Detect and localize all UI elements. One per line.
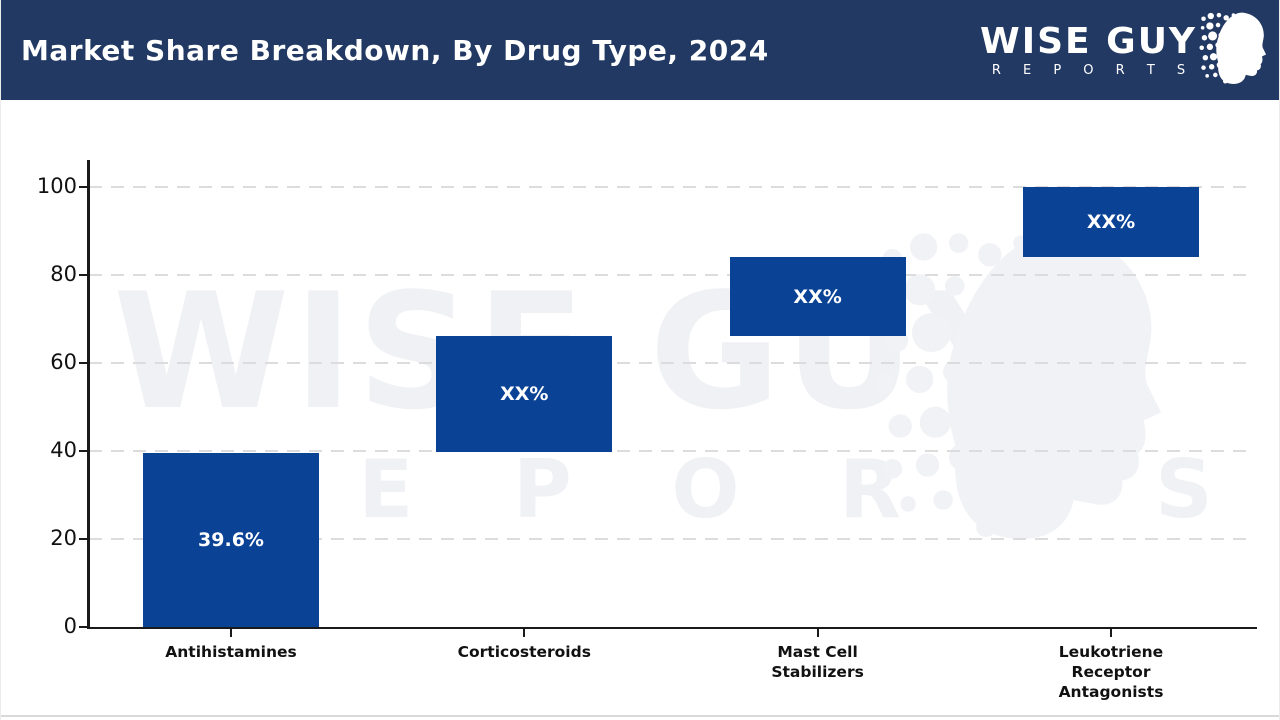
- header-bar: Market Share Breakdown, By Drug Type, 20…: [1, 0, 1279, 100]
- bar-value-label: 39.6%: [198, 528, 264, 551]
- y-tick-mark: [79, 537, 88, 540]
- y-tick-mark: [79, 273, 88, 276]
- bottom-edge-line: [1, 715, 1279, 717]
- y-tick-label: 20: [50, 525, 77, 550]
- bar-value-label: XX%: [500, 383, 549, 406]
- y-tick-mark: [79, 625, 88, 628]
- logo-brand-sub: R E P O R T S: [991, 63, 1195, 78]
- x-tick-mark: [523, 629, 526, 637]
- x-category-label: Antihistamines: [165, 643, 297, 661]
- bar-value-label: XX%: [793, 285, 842, 308]
- bar-2: XX%: [436, 336, 613, 453]
- x-category-label: Corticosteroids: [457, 643, 591, 661]
- x-axis-spine: [87, 626, 1257, 629]
- bar-1: 39.6%: [143, 452, 319, 627]
- y-tick-mark: [79, 361, 88, 364]
- x-tick-mark: [1110, 629, 1112, 637]
- y-tick-label: 60: [50, 349, 77, 374]
- watermark-face-icon: [874, 232, 1162, 539]
- y-tick-label: 0: [63, 613, 77, 638]
- y-axis-spine: [87, 160, 90, 629]
- gridline: [89, 273, 1255, 276]
- y-tick-label: 80: [50, 261, 77, 286]
- gridline: [89, 449, 1255, 452]
- face-profile-dots-icon: [1199, 12, 1267, 84]
- gridline: [89, 537, 1255, 540]
- bar-4: XX%: [1023, 186, 1199, 257]
- bar-value-label: XX%: [1086, 210, 1136, 233]
- logo-text: WISE GUY R E P O R T S: [979, 21, 1197, 79]
- gridline: [89, 185, 1255, 188]
- gridline: [89, 361, 1255, 364]
- y-tick-mark: [79, 185, 88, 188]
- x-tick-mark: [816, 629, 819, 637]
- bar-3: XX%: [729, 256, 906, 337]
- y-tick-label: 40: [50, 437, 77, 462]
- wise-guy-logo: WISE GUY R E P O R T S: [980, 9, 1267, 91]
- y-tick-label: 100: [36, 173, 77, 198]
- x-category-label: Mast Cell Stabilizers: [771, 643, 864, 681]
- y-tick-mark: [79, 449, 88, 452]
- x-category-label: Leukotriene Receptor Antagonists: [1058, 643, 1164, 701]
- watermark-sub-text: R E P O R T S: [197, 443, 1249, 536]
- logo-brand-name: WISE GUY: [979, 21, 1197, 62]
- x-tick-mark: [230, 629, 232, 637]
- chart-title: Market Share Breakdown, By Drug Type, 20…: [21, 33, 769, 67]
